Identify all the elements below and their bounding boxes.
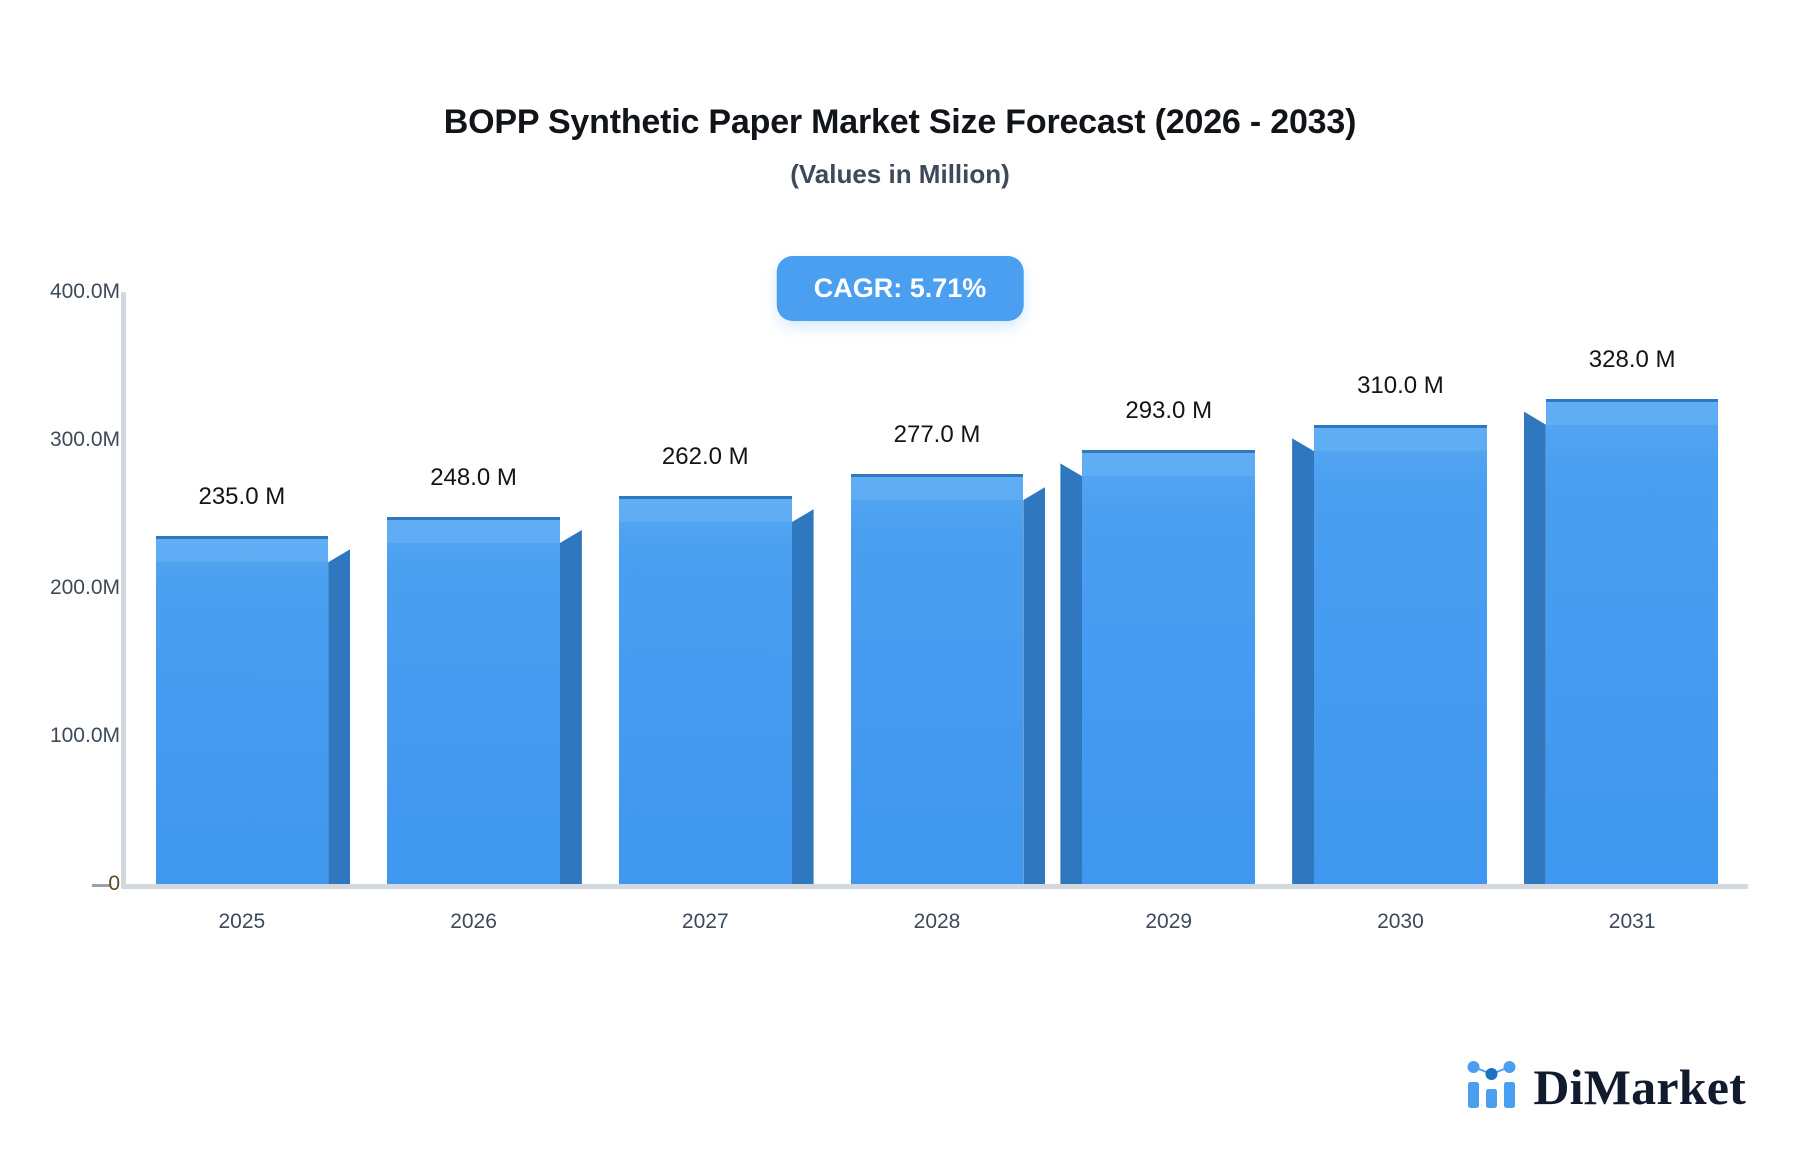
bar-top-edge bbox=[1082, 450, 1256, 454]
bar[interactable] bbox=[850, 474, 1046, 884]
bar-value-label: 235.0 M bbox=[198, 483, 286, 511]
bar-top-edge bbox=[155, 536, 329, 540]
bar-value-label: 293.0 M bbox=[1125, 397, 1213, 425]
bar-top-edge bbox=[1314, 425, 1487, 429]
bar-slot: 248.0 M bbox=[387, 280, 582, 884]
bar-top-edge bbox=[850, 474, 1024, 478]
bar-value-label: 248.0 M bbox=[430, 463, 517, 491]
bar-top-edge bbox=[618, 496, 792, 500]
x-axis-tick-label: 2030 bbox=[1377, 910, 1424, 933]
bar-slot: 262.0 M bbox=[618, 280, 814, 884]
brand-logo-text: DiMarket bbox=[1533, 1059, 1746, 1115]
chart-title: BOPP Synthetic Paper Market Size Forecas… bbox=[443, 103, 1357, 141]
bar-top-highlight bbox=[1314, 425, 1487, 452]
x-axis-line bbox=[121, 884, 1748, 889]
bar-top-edge bbox=[1545, 398, 1719, 402]
x-axis-tick-label: 2028 bbox=[913, 910, 961, 933]
bar-slot: 277.0 M bbox=[850, 280, 1046, 884]
bar[interactable] bbox=[1523, 398, 1719, 884]
bar-slot: 293.0 M bbox=[1060, 280, 1256, 884]
bar-value-label: 277.0 M bbox=[893, 421, 981, 449]
x-axis-tick-label: 2031 bbox=[1608, 910, 1656, 933]
bar-side-face bbox=[328, 549, 351, 884]
x-axis-tick-label: 2026 bbox=[450, 910, 497, 933]
y-axis-tick-label: 200.0M bbox=[49, 576, 120, 599]
y-axis-tick-label: 400.0M bbox=[49, 280, 120, 303]
bar-top-highlight bbox=[1082, 450, 1256, 477]
bar-slot: 235.0 M bbox=[155, 280, 351, 884]
bar-side-face bbox=[1060, 463, 1083, 884]
bar-slot: 310.0 M bbox=[1292, 280, 1487, 884]
y-axis-tick-label: 300.0M bbox=[49, 428, 120, 451]
x-axis-tick-label: 2027 bbox=[681, 910, 729, 933]
y-axis-tick-label: 100.0M bbox=[49, 724, 120, 747]
bar-top-highlight bbox=[1545, 398, 1719, 425]
bar-side-face bbox=[1292, 438, 1315, 884]
cagr-badge: CAGR: 5.71% bbox=[776, 256, 1024, 321]
bar-front-face bbox=[1082, 450, 1256, 884]
bar-top-highlight bbox=[618, 496, 792, 523]
bar-top-highlight bbox=[850, 474, 1024, 501]
bar-front-face bbox=[850, 474, 1024, 884]
bar-value-label: 328.0 M bbox=[1588, 345, 1676, 373]
bar-top-highlight bbox=[155, 536, 329, 563]
x-axis-tick-label: 2025 bbox=[218, 910, 266, 933]
bar-value-label: 262.0 M bbox=[661, 443, 749, 471]
bar-front-face bbox=[155, 536, 329, 884]
brand-logo: DiMarket bbox=[1466, 1058, 1746, 1116]
bar[interactable] bbox=[387, 516, 582, 884]
bar-side-face bbox=[559, 529, 582, 884]
bar-slot: 328.0 M bbox=[1523, 280, 1719, 884]
bar-front-face bbox=[1545, 398, 1719, 884]
x-axis-tick-label: 2029 bbox=[1145, 910, 1193, 933]
bars-layer: 235.0 M 248.0 M 262.0 M 277.0 M 293.0 M 310.0… bbox=[126, 280, 1748, 884]
chart-header: BOPP Synthetic Paper Market Size Forecas… bbox=[0, 0, 1800, 190]
bar-front-face bbox=[618, 496, 792, 884]
bar[interactable] bbox=[1292, 425, 1487, 884]
bar[interactable] bbox=[1060, 450, 1256, 884]
bar-top-edge bbox=[387, 516, 560, 520]
bar-side-face bbox=[1023, 487, 1046, 884]
bar-side-face bbox=[1523, 411, 1546, 884]
bar[interactable] bbox=[155, 536, 351, 884]
bar-value-label: 310.0 M bbox=[1357, 372, 1444, 400]
bar-front-face bbox=[1314, 425, 1487, 884]
bar-chart-icon bbox=[1466, 1060, 1520, 1115]
y-axis-zero-tick bbox=[92, 884, 110, 887]
bar[interactable] bbox=[618, 496, 814, 884]
bar-side-face bbox=[791, 509, 814, 884]
y-axis-line bbox=[121, 292, 126, 887]
bar-front-face bbox=[387, 516, 560, 884]
chart-subtitle: (Values in Million) bbox=[790, 159, 1010, 190]
bar-top-highlight bbox=[387, 516, 560, 543]
y-axis-tick-label: 0 bbox=[108, 872, 120, 895]
